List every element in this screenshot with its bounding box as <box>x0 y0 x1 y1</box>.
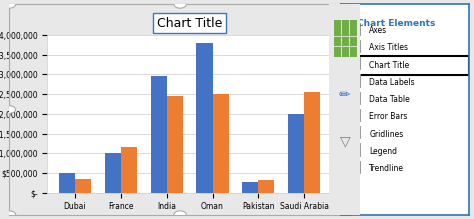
Text: Chart Elements: Chart Elements <box>356 19 435 28</box>
Bar <box>304 92 320 193</box>
Bar <box>105 153 121 193</box>
Text: Error Bars: Error Bars <box>369 112 408 121</box>
FancyBboxPatch shape <box>332 19 357 57</box>
Text: Axes: Axes <box>369 26 388 35</box>
Bar <box>59 173 75 193</box>
FancyBboxPatch shape <box>347 109 360 121</box>
Text: Data Table: Data Table <box>369 95 410 104</box>
Bar <box>75 179 91 193</box>
FancyBboxPatch shape <box>347 23 360 35</box>
Circle shape <box>3 211 16 218</box>
Circle shape <box>345 211 357 218</box>
Text: Legend: Legend <box>369 147 397 156</box>
Bar <box>151 76 167 193</box>
Bar <box>258 180 274 193</box>
Text: ✏: ✏ <box>339 88 351 102</box>
Text: Gridlines: Gridlines <box>369 130 404 139</box>
Text: Chart Title: Chart Title <box>369 61 410 70</box>
Circle shape <box>345 1 357 8</box>
FancyBboxPatch shape <box>347 57 360 69</box>
FancyBboxPatch shape <box>347 92 360 104</box>
FancyBboxPatch shape <box>347 126 360 138</box>
Bar <box>212 94 228 193</box>
Text: Data Labels: Data Labels <box>369 78 415 87</box>
Text: Trendline: Trendline <box>369 164 404 173</box>
FancyBboxPatch shape <box>341 56 469 75</box>
Text: ✓: ✓ <box>351 129 357 135</box>
FancyBboxPatch shape <box>347 143 360 155</box>
Bar <box>197 43 212 193</box>
Circle shape <box>345 106 357 113</box>
Text: ✓: ✓ <box>351 26 357 32</box>
Circle shape <box>174 211 186 218</box>
Text: Axis Titles: Axis Titles <box>369 43 409 52</box>
Bar <box>167 96 182 193</box>
Circle shape <box>3 106 16 113</box>
Text: ✓: ✓ <box>351 60 357 66</box>
Bar <box>242 182 258 193</box>
Circle shape <box>174 1 186 8</box>
Circle shape <box>3 1 16 8</box>
Title: Chart Title: Chart Title <box>157 17 222 30</box>
FancyBboxPatch shape <box>347 40 360 52</box>
FancyBboxPatch shape <box>347 74 360 87</box>
Bar <box>288 114 304 193</box>
Bar <box>121 147 137 193</box>
Text: ▽: ▽ <box>339 134 350 148</box>
FancyBboxPatch shape <box>347 161 360 173</box>
